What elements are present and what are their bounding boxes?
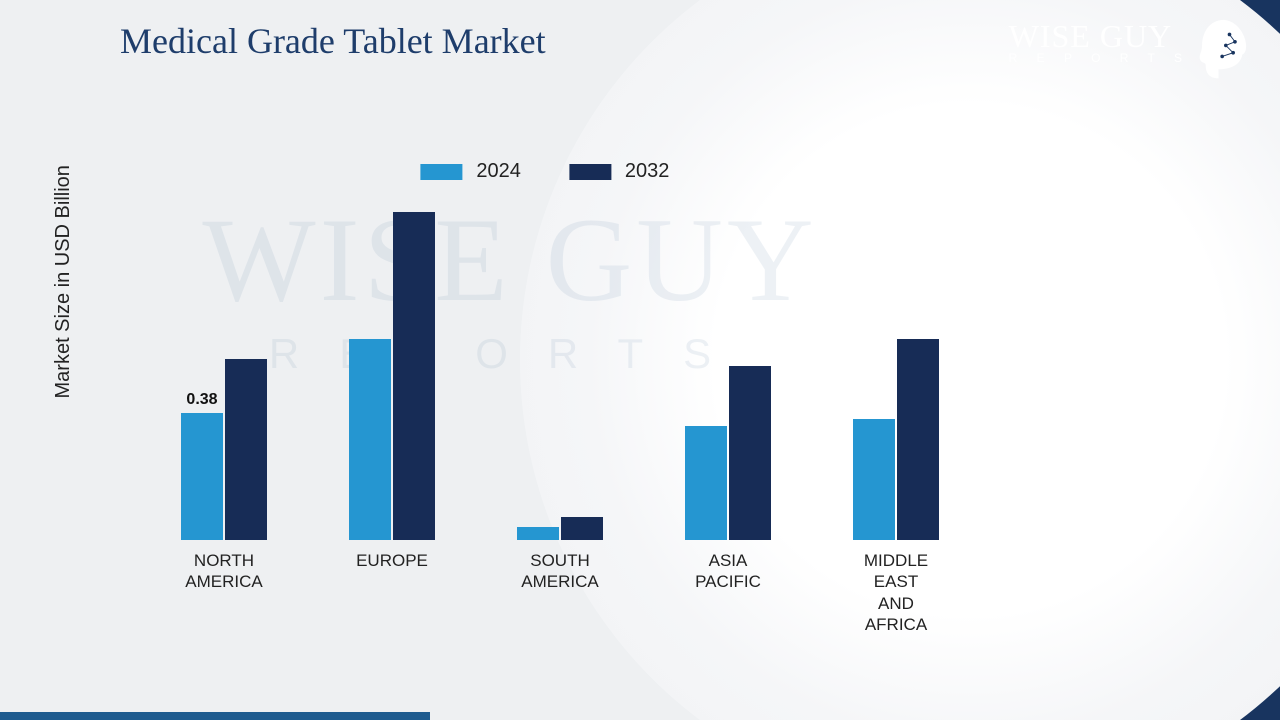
bar-2024 bbox=[853, 419, 895, 540]
x-axis-labels: NORTH AMERICAEUROPESOUTH AMERICAASIA PAC… bbox=[140, 544, 980, 640]
bar-group bbox=[644, 205, 812, 540]
bar-group bbox=[308, 205, 476, 540]
bar-value-label: 0.38 bbox=[186, 391, 217, 409]
legend-swatch-2024 bbox=[420, 164, 462, 180]
legend-label-2032: 2032 bbox=[625, 160, 670, 183]
bar-2024 bbox=[349, 339, 391, 540]
legend: 2024 2032 bbox=[420, 160, 669, 183]
bar-2024 bbox=[685, 426, 727, 540]
bar-2032 bbox=[561, 517, 603, 540]
bar-2032 bbox=[225, 359, 267, 540]
bottom-accent-bar bbox=[0, 712, 430, 720]
bar-2032 bbox=[897, 339, 939, 540]
legend-item-2024: 2024 bbox=[420, 160, 521, 183]
bar-2024: 0.38 bbox=[181, 413, 223, 540]
brand-logo: WISE GUY R E P O R T S bbox=[1009, 18, 1252, 82]
y-axis-label: Market Size in USD Billion bbox=[52, 165, 75, 398]
chart-title: Medical Grade Tablet Market bbox=[120, 20, 546, 62]
legend-item-2032: 2032 bbox=[569, 160, 670, 183]
legend-swatch-2032 bbox=[569, 164, 611, 180]
legend-label-2024: 2024 bbox=[476, 160, 521, 183]
brand-main: WISE GUY bbox=[1009, 18, 1190, 55]
x-label: SOUTH AMERICA bbox=[476, 544, 644, 640]
bar-group bbox=[476, 205, 644, 540]
bar-2032 bbox=[393, 212, 435, 540]
x-label: ASIA PACIFIC bbox=[644, 544, 812, 640]
brand-sub: R E P O R T S bbox=[1009, 51, 1190, 65]
bar-2024 bbox=[517, 527, 559, 540]
bar-group: 0.38 bbox=[140, 205, 308, 540]
x-label: EUROPE bbox=[308, 544, 476, 640]
x-label: NORTH AMERICA bbox=[140, 544, 308, 640]
x-label: MIDDLE EAST AND AFRICA bbox=[812, 544, 980, 640]
bar-group bbox=[812, 205, 980, 540]
bar-2032 bbox=[729, 366, 771, 540]
brand-head-icon bbox=[1196, 18, 1252, 82]
plot: 0.38 bbox=[140, 205, 980, 540]
chart-area: Market Size in USD Billion 2024 2032 0.3… bbox=[60, 160, 980, 640]
